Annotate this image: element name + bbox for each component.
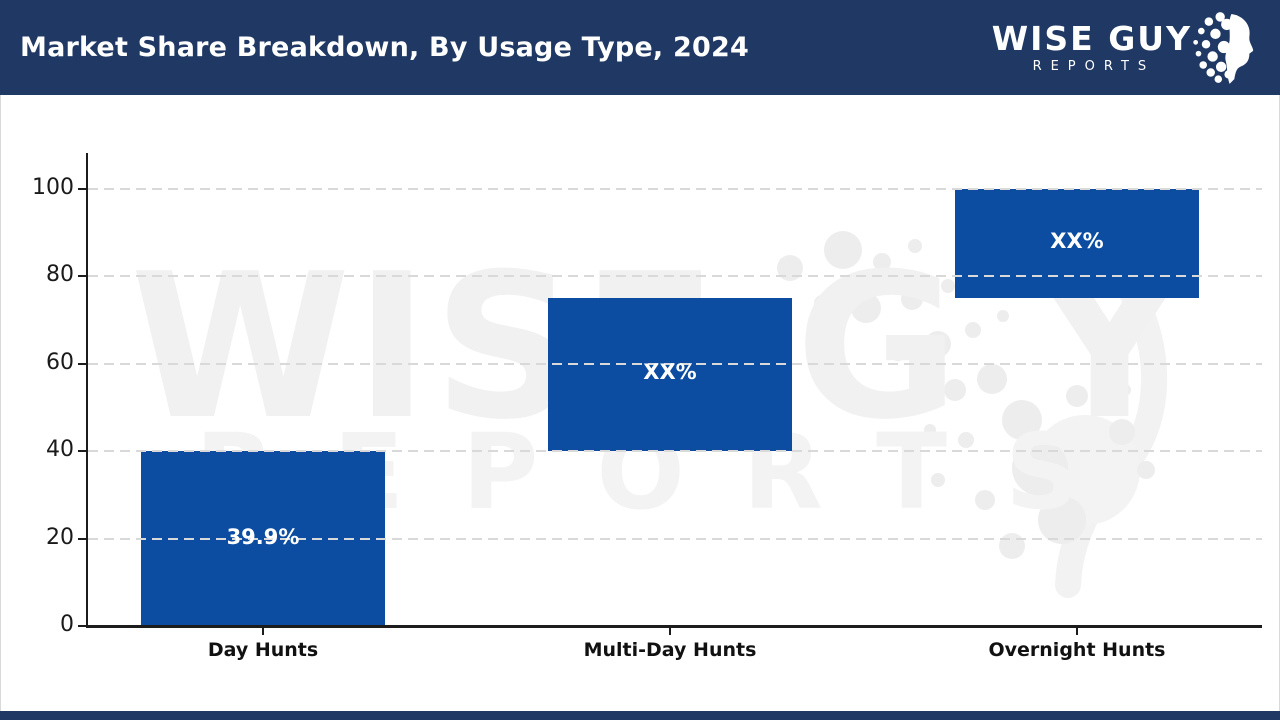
y-tick-label: 20	[46, 524, 74, 550]
wiseguy-logo: WISE GUY REPORTS	[992, 10, 1256, 86]
y-tick-label: 0	[60, 612, 74, 637]
y-tick-label: 60	[46, 349, 74, 375]
bar-value-label: XX%	[1050, 229, 1104, 254]
gridline	[88, 362, 1262, 365]
header-bar: Market Share Breakdown, By Usage Type, 2…	[0, 0, 1280, 95]
gridline	[88, 187, 1262, 190]
x-axis-line	[86, 625, 1262, 628]
y-tick-mark	[78, 537, 86, 540]
chart-title: Market Share Breakdown, By Usage Type, 2…	[20, 32, 749, 63]
bar-segment	[548, 297, 792, 451]
logo-text: WISE GUY REPORTS	[992, 22, 1192, 74]
y-tick-mark	[78, 275, 86, 277]
footer-bar	[0, 711, 1280, 720]
bar-value-label: 39.9%	[226, 524, 300, 549]
y-tick-mark	[78, 625, 86, 627]
gridline	[88, 537, 1262, 540]
category-label: Multi-Day Hunts	[583, 639, 757, 661]
logo-subtext: REPORTS	[1032, 58, 1156, 74]
gridline	[88, 450, 1262, 452]
y-tick-mark	[78, 187, 86, 190]
gridline	[88, 275, 1262, 277]
x-tick-mark	[669, 627, 671, 635]
y-axis-line	[86, 153, 88, 628]
y-tick-label: 100	[32, 174, 74, 200]
category-label: Day Hunts	[207, 639, 319, 661]
x-tick-mark	[1076, 627, 1078, 635]
y-tick-mark	[78, 362, 86, 365]
logo-wordmark: WISE GUY	[991, 18, 1192, 58]
category-label: Overnight Hunts	[988, 639, 1166, 661]
x-tick-mark	[262, 627, 264, 635]
y-tick-mark	[78, 450, 86, 452]
bar-value-label: XX%	[643, 360, 697, 385]
logo-head-icon	[1193, 11, 1254, 84]
y-tick-label: 40	[46, 437, 74, 462]
y-tick-label: 80	[46, 262, 74, 287]
